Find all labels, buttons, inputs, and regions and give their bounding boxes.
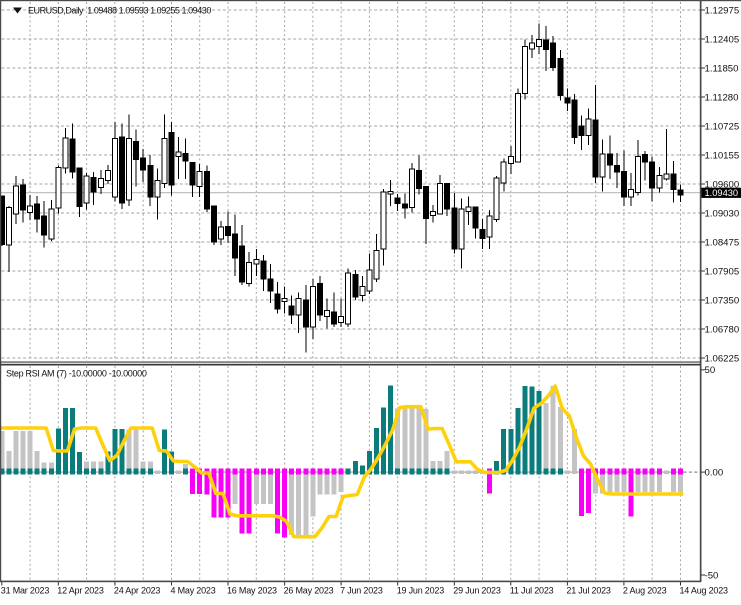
svg-text:1.11280: 1.11280 [705,92,739,103]
svg-text:26 May 2023: 26 May 2023 [284,585,334,595]
svg-text:1.07905: 1.07905 [705,266,740,277]
svg-text:1.10725: 1.10725 [705,121,740,132]
svg-text:7 Jun 2023: 7 Jun 2023 [340,585,383,595]
svg-text:31 Mar 2023: 31 Mar 2023 [1,585,50,595]
svg-text:0.00: 0.00 [705,468,724,479]
svg-text:1.12975: 1.12975 [705,5,740,16]
svg-text:14 Aug 2023: 14 Aug 2023 [680,585,729,595]
svg-text:1.07350: 1.07350 [705,295,740,306]
svg-text:19 Jun 2023: 19 Jun 2023 [397,585,445,595]
svg-text:21 Jul 2023: 21 Jul 2023 [566,585,611,595]
svg-text:24 Apr 2023: 24 Apr 2023 [114,585,161,595]
svg-text:1.09430: 1.09430 [705,188,739,198]
svg-text:2 Aug 2023: 2 Aug 2023 [623,585,667,595]
svg-text:EURUSD,Daily 1.09488 1.09593: EURUSD,Daily 1.09488 1.09593 1.09255 1.0… [28,5,211,15]
svg-text:Step RSI AM (7) -10.00000 -10.: Step RSI AM (7) -10.00000 -10.00000 [6,369,147,379]
svg-text:1.12405: 1.12405 [705,34,740,45]
svg-text:50: 50 [705,365,716,376]
svg-text:-50: -50 [705,570,719,581]
svg-text:11 Jul 2023: 11 Jul 2023 [510,585,554,595]
svg-text:12 Apr 2023: 12 Apr 2023 [57,585,104,595]
svg-text:1.10155: 1.10155 [705,150,740,161]
svg-text:29 Jun 2023: 29 Jun 2023 [453,585,501,595]
svg-text:1.11850: 1.11850 [705,63,739,74]
svg-text:1.06780: 1.06780 [705,324,740,335]
svg-text:1.08475: 1.08475 [705,237,740,248]
svg-text:16 May 2023: 16 May 2023 [227,585,277,595]
svg-text:1.06225: 1.06225 [705,353,740,364]
svg-text:1.09030: 1.09030 [705,208,740,219]
svg-text:4 May 2023: 4 May 2023 [171,585,216,595]
